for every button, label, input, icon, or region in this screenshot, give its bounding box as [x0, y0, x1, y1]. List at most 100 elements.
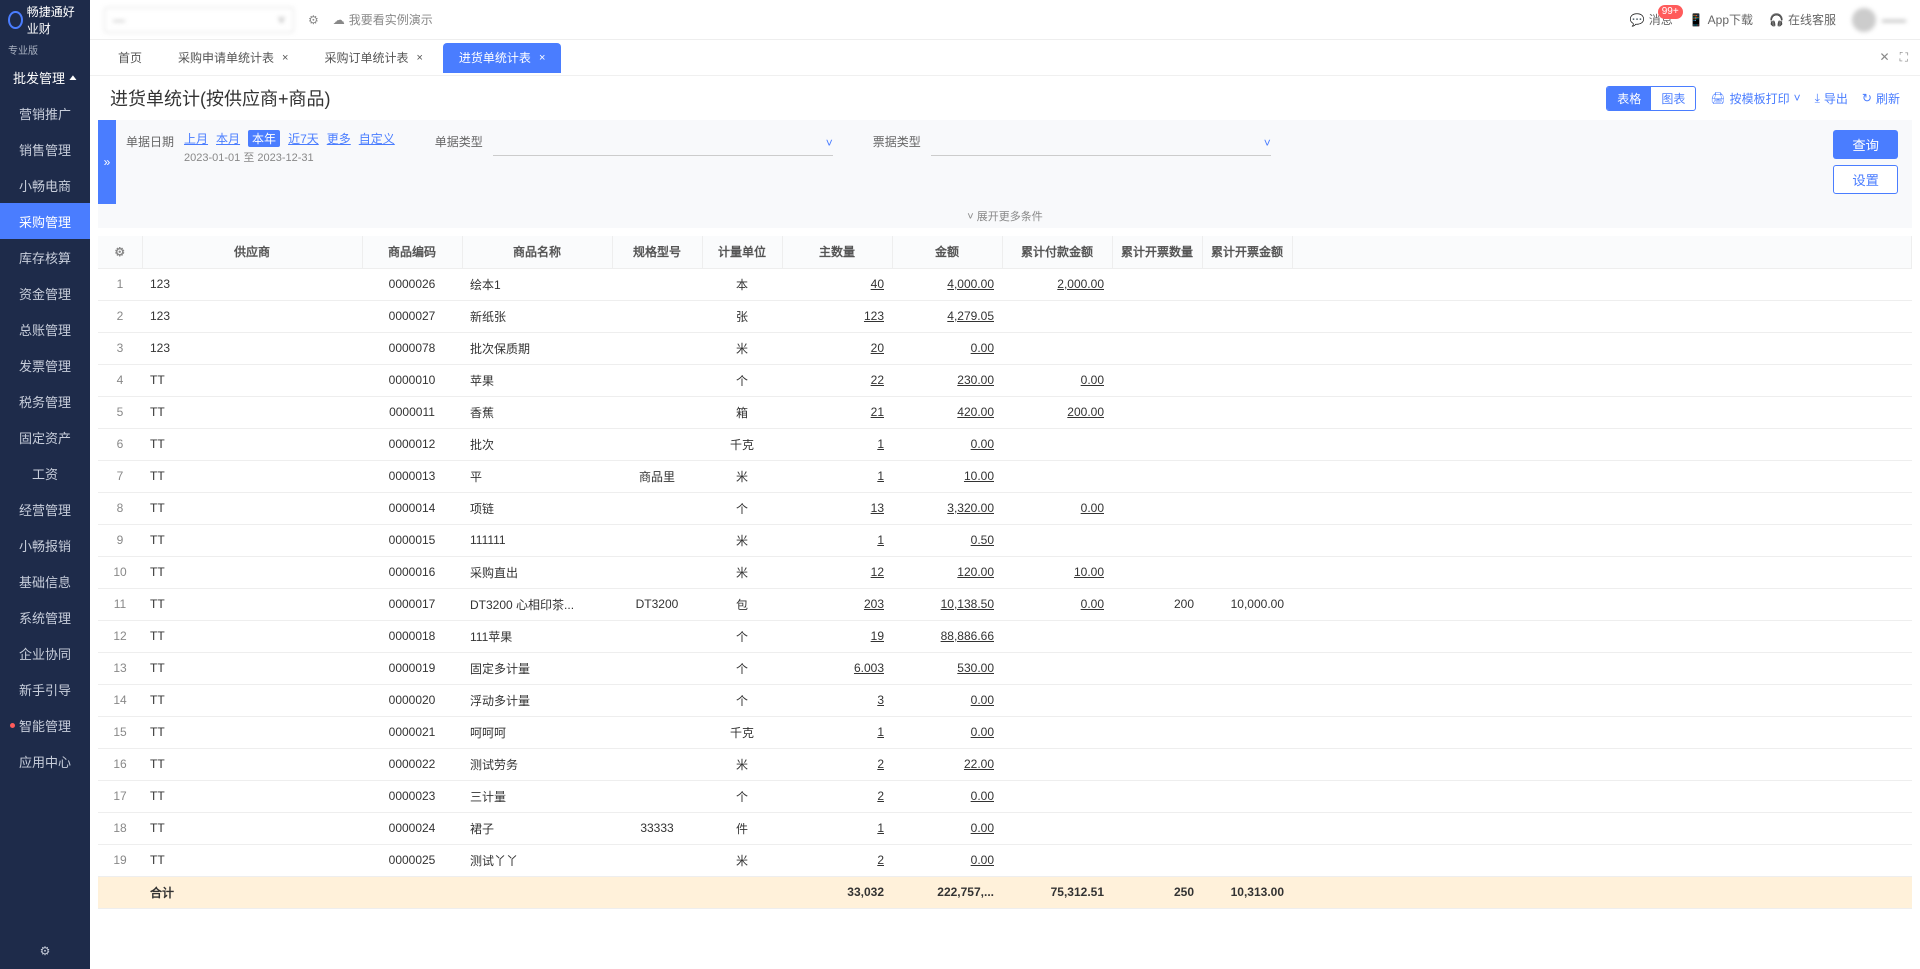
cell-qty[interactable]: 12 — [782, 556, 892, 588]
nav-item-小畅电商[interactable]: 小畅电商 — [0, 167, 90, 203]
nav-item-总账管理[interactable]: 总账管理 — [0, 311, 90, 347]
nav-item-采购管理[interactable]: 采购管理 — [0, 203, 90, 239]
cell-paid[interactable]: 200.00 — [1002, 396, 1112, 428]
table-row[interactable]: 10TT0000016采购直出米12120.0010.00 — [98, 556, 1912, 588]
col-供应商[interactable]: 供应商 — [142, 236, 362, 268]
cell-qty[interactable]: 2 — [782, 748, 892, 780]
cell-amount[interactable]: 120.00 — [892, 556, 1002, 588]
cell-amount[interactable]: 0.00 — [892, 716, 1002, 748]
cell-amount[interactable]: 0.50 — [892, 524, 1002, 556]
col-主数量[interactable]: 主数量 — [782, 236, 892, 268]
gear-icon[interactable]: ⚙ — [308, 13, 319, 27]
table-row[interactable]: 13TT0000019固定多计量个6.003530.00 — [98, 652, 1912, 684]
cell-amount[interactable]: 0.00 — [892, 684, 1002, 716]
invoice-type-select[interactable]: ˅ — [931, 130, 1271, 156]
cell-amount[interactable]: 0.00 — [892, 780, 1002, 812]
nav-item-智能管理[interactable]: 智能管理 — [0, 707, 90, 743]
nav-item-企业协同[interactable]: 企业协同 — [0, 635, 90, 671]
table-row[interactable]: 19TT0000025测试丫丫米20.00 — [98, 844, 1912, 876]
cell-qty[interactable]: 6.003 — [782, 652, 892, 684]
date-opt-本年[interactable]: 本年 — [248, 130, 280, 147]
cell-amount[interactable]: 530.00 — [892, 652, 1002, 684]
table-row[interactable]: 11TT0000017DT3200 心相印茶...DT3200包20310,13… — [98, 588, 1912, 620]
cell-amount[interactable]: 4,279.05 — [892, 300, 1002, 332]
cell-qty[interactable]: 2 — [782, 780, 892, 812]
nav-item-税务管理[interactable]: 税务管理 — [0, 383, 90, 419]
cell-amount[interactable]: 420.00 — [892, 396, 1002, 428]
print-button[interactable]: 🖨 按模板打印 ˅ — [1710, 90, 1800, 107]
tab-采购申请单统计表[interactable]: 采购申请单统计表× — [162, 43, 304, 73]
nav-item-营销推广[interactable]: 营销推广 — [0, 95, 90, 131]
refresh-button[interactable]: ↻ 刷新 — [1862, 90, 1900, 107]
cell-paid[interactable]: 10.00 — [1002, 556, 1112, 588]
nav-item-资金管理[interactable]: 资金管理 — [0, 275, 90, 311]
seg-表格[interactable]: 表格 — [1607, 87, 1651, 110]
fullscreen-icon[interactable]: ⛶ — [1900, 50, 1908, 65]
cell-qty[interactable]: 13 — [782, 492, 892, 524]
table-row[interactable]: 6TT0000012批次千克10.00 — [98, 428, 1912, 460]
sidebar-settings-icon[interactable]: ⚙ — [0, 933, 90, 969]
cell-amount[interactable]: 0.00 — [892, 844, 1002, 876]
cell-qty[interactable]: 203 — [782, 588, 892, 620]
date-opt-近7天[interactable]: 近7天 — [288, 130, 319, 147]
export-button[interactable]: ⤓ 导出 — [1815, 90, 1848, 107]
cell-qty[interactable]: 20 — [782, 332, 892, 364]
tab-采购订单统计表[interactable]: 采购订单统计表× — [308, 43, 438, 73]
nav-head[interactable]: 批发管理 — [0, 59, 90, 95]
nav-item-发票管理[interactable]: 发票管理 — [0, 347, 90, 383]
nav-item-销售管理[interactable]: 销售管理 — [0, 131, 90, 167]
tab-home[interactable]: 首页 — [102, 43, 158, 73]
col-规格型号[interactable]: 规格型号 — [612, 236, 702, 268]
table-row[interactable]: 9TT0000015111111米10.50 — [98, 524, 1912, 556]
user-menu[interactable]: —— — [1852, 8, 1906, 32]
cell-amount[interactable]: 0.00 — [892, 812, 1002, 844]
col-金额[interactable]: 金额 — [892, 236, 1002, 268]
table-settings-icon[interactable]: ⚙ — [98, 236, 142, 268]
table-row[interactable]: 15TT0000021呵呵呵千克10.00 — [98, 716, 1912, 748]
query-button[interactable]: 查询 — [1833, 130, 1898, 159]
cell-amount[interactable]: 230.00 — [892, 364, 1002, 396]
tab-close-icon[interactable]: × — [539, 52, 545, 64]
filter-collapse-handle[interactable]: » — [98, 120, 116, 204]
cell-qty[interactable]: 1 — [782, 716, 892, 748]
cell-amount[interactable]: 0.00 — [892, 428, 1002, 460]
table-row[interactable]: 5TT0000011香蕉箱21420.00200.00 — [98, 396, 1912, 428]
table-row[interactable]: 21230000027新纸张张1234,279.05 — [98, 300, 1912, 332]
bill-type-select[interactable]: ˅ — [493, 130, 833, 156]
cell-amount[interactable]: 4,000.00 — [892, 268, 1002, 300]
cell-qty[interactable]: 2 — [782, 844, 892, 876]
nav-item-新手引导[interactable]: 新手引导 — [0, 671, 90, 707]
table-row[interactable]: 8TT0000014项链个133,320.000.00 — [98, 492, 1912, 524]
cell-amount[interactable]: 10,138.50 — [892, 588, 1002, 620]
cell-amount[interactable]: 88,886.66 — [892, 620, 1002, 652]
table-row[interactable]: 17TT0000023三计量个20.00 — [98, 780, 1912, 812]
cell-paid[interactable]: 0.00 — [1002, 364, 1112, 396]
seg-图表[interactable]: 图表 — [1651, 87, 1695, 110]
table-row[interactable]: 14TT0000020浮动多计量个30.00 — [98, 684, 1912, 716]
cell-paid[interactable]: 0.00 — [1002, 588, 1112, 620]
cell-qty[interactable]: 1 — [782, 524, 892, 556]
table-row[interactable]: 11230000026绘本1本404,000.002,000.00 — [98, 268, 1912, 300]
col-商品编码[interactable]: 商品编码 — [362, 236, 462, 268]
tab-close-icon[interactable]: × — [282, 52, 288, 64]
nav-item-工资[interactable]: 工资 — [0, 455, 90, 491]
nav-item-应用中心[interactable]: 应用中心 — [0, 743, 90, 779]
cell-amount[interactable]: 0.00 — [892, 332, 1002, 364]
col-累计付款金额[interactable]: 累计付款金额 — [1002, 236, 1112, 268]
date-opt-更多[interactable]: 更多 — [327, 130, 351, 147]
nav-item-基础信息[interactable]: 基础信息 — [0, 563, 90, 599]
col-商品名称[interactable]: 商品名称 — [462, 236, 612, 268]
cell-amount[interactable]: 22.00 — [892, 748, 1002, 780]
table-row[interactable]: 18TT0000024裙子33333件10.00 — [98, 812, 1912, 844]
cell-paid[interactable]: 0.00 — [1002, 492, 1112, 524]
download-button[interactable]: 📱 App下载 — [1689, 11, 1753, 28]
nav-item-库存核算[interactable]: 库存核算 — [0, 239, 90, 275]
date-opt-上月[interactable]: 上月 — [184, 130, 208, 147]
table-row[interactable]: 4TT0000010苹果个22230.000.00 — [98, 364, 1912, 396]
cell-qty[interactable]: 21 — [782, 396, 892, 428]
date-opt-自定义[interactable]: 自定义 — [359, 130, 395, 147]
cell-qty[interactable]: 1 — [782, 428, 892, 460]
table-row[interactable]: 16TT0000022测试劳务米222.00 — [98, 748, 1912, 780]
filter-setting-button[interactable]: 设置 — [1833, 165, 1898, 194]
date-opt-本月[interactable]: 本月 — [216, 130, 240, 147]
